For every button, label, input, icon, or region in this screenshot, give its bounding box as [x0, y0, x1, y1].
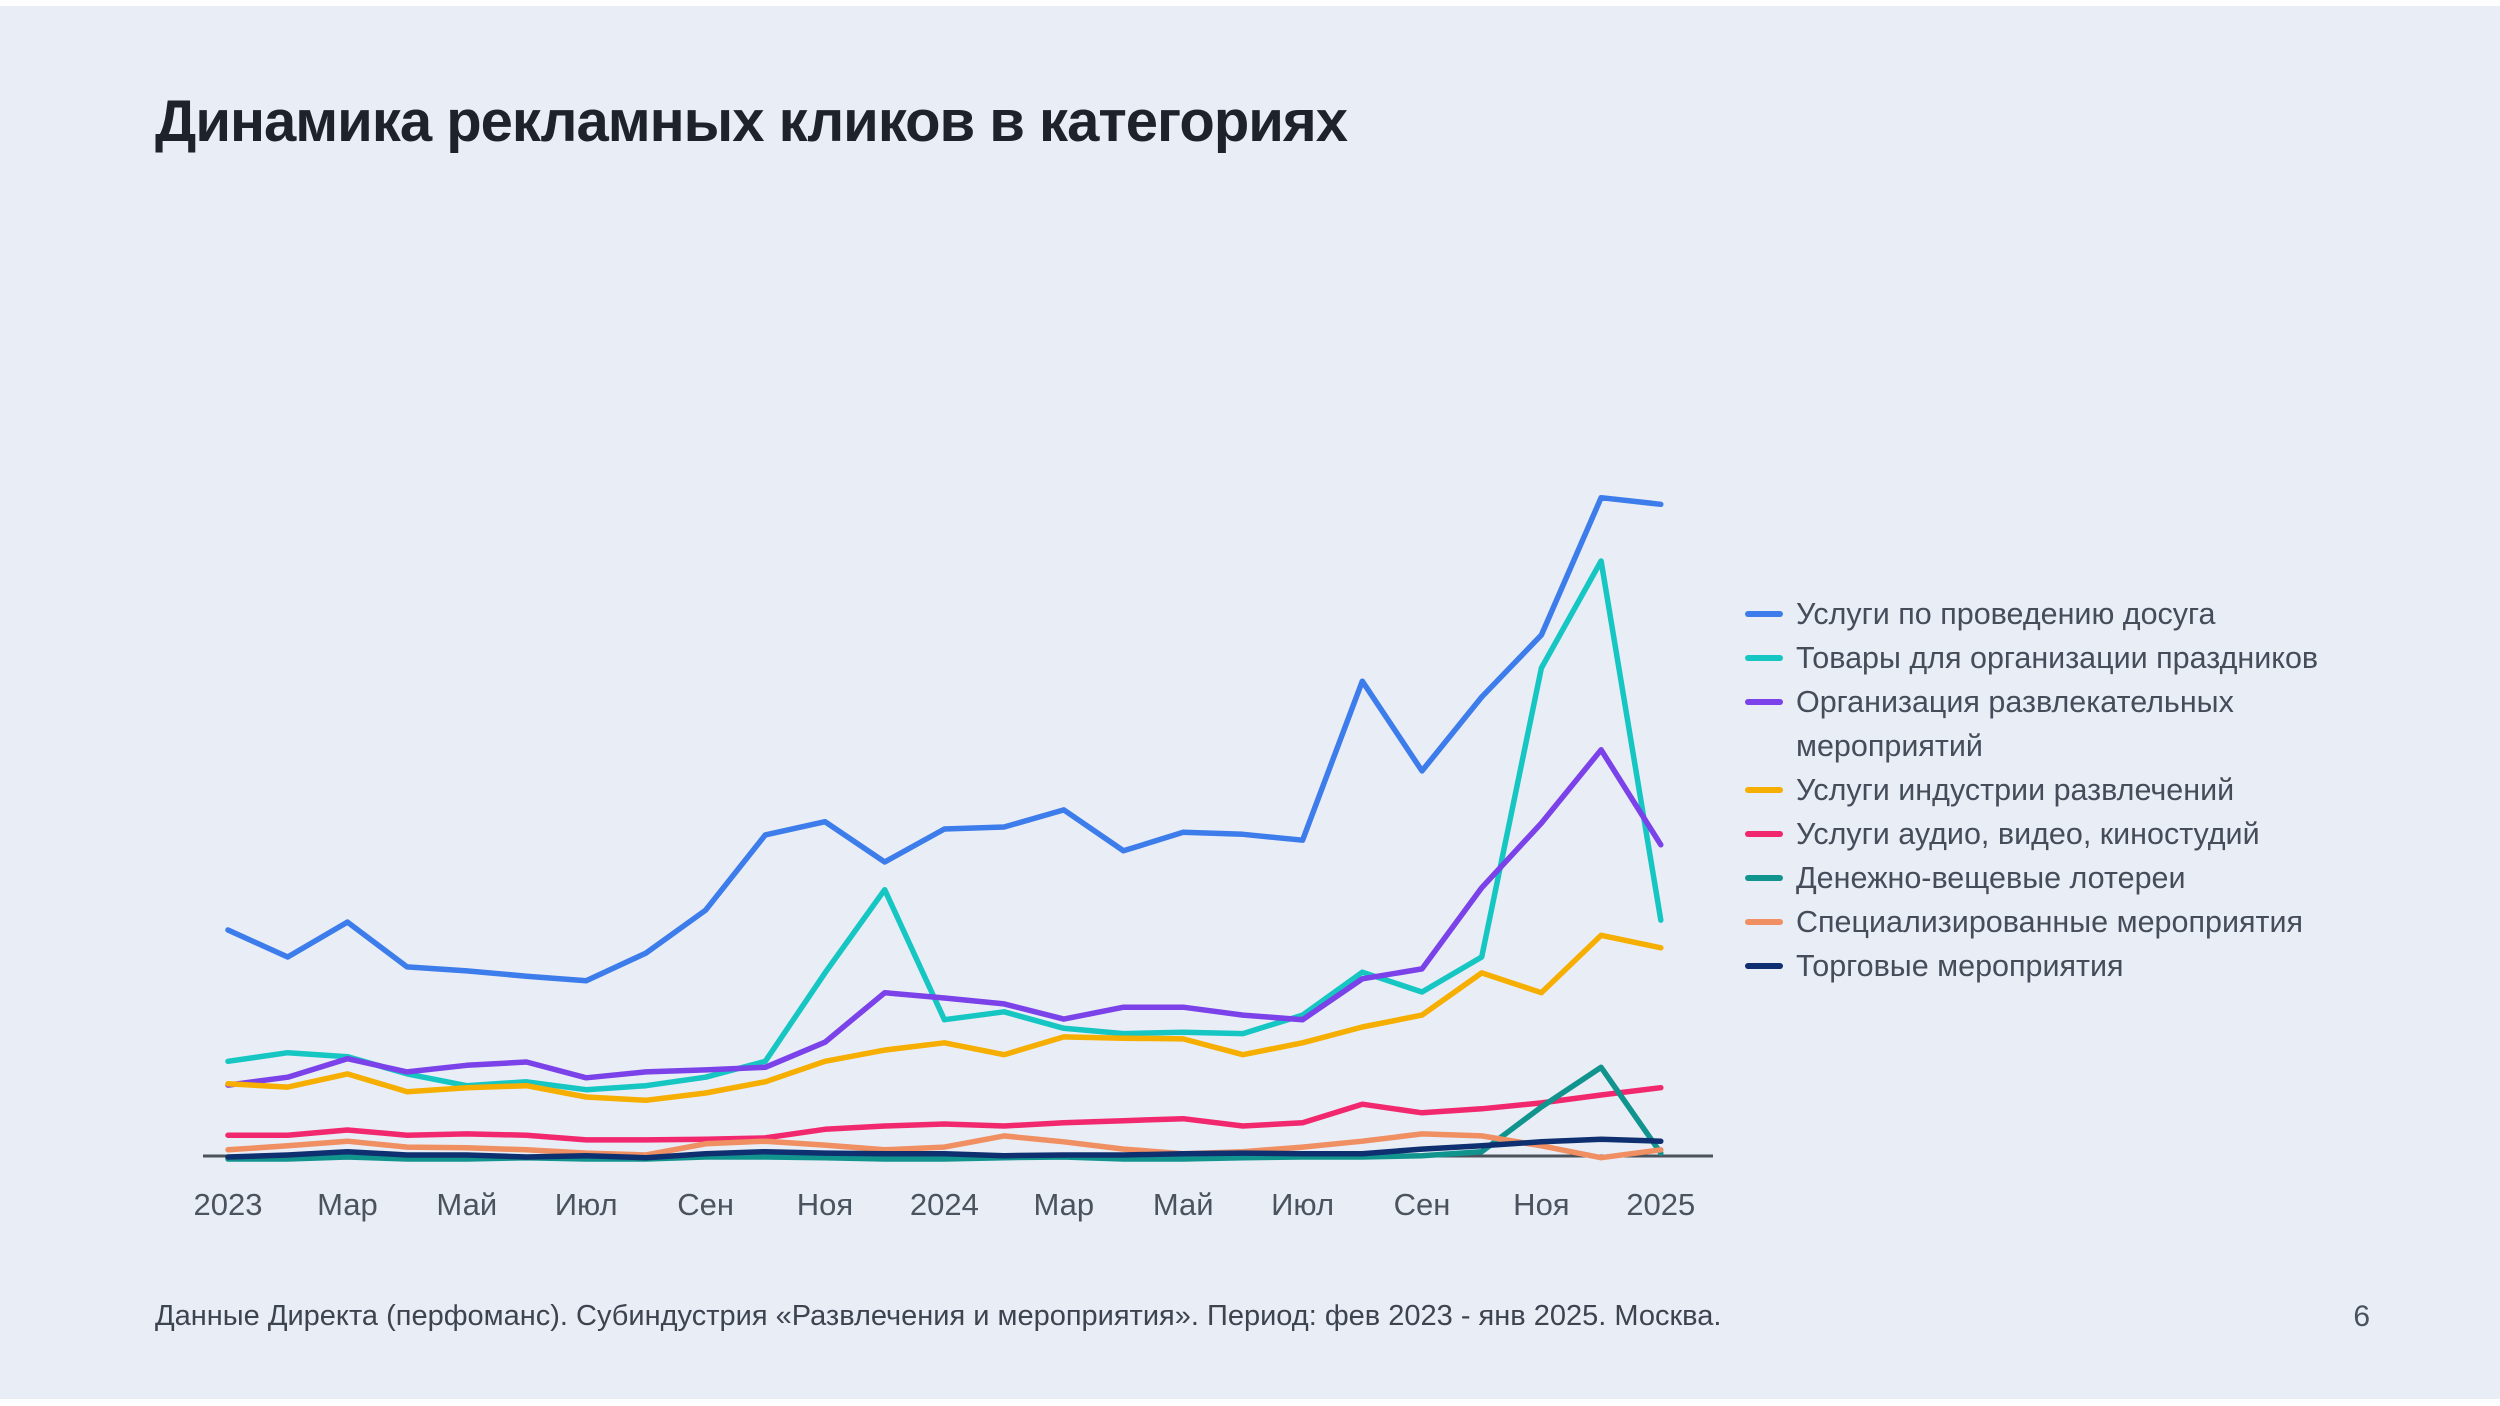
series-line	[225, 1084, 1664, 1143]
chart-canvas	[203, 494, 1713, 1162]
legend-swatch	[1745, 831, 1783, 837]
x-tick-label: Май	[1152, 1187, 1214, 1222]
x-tick-label: Ноя	[796, 1187, 854, 1222]
legend-swatch	[1745, 875, 1783, 881]
x-tick-label: Мар	[1033, 1187, 1095, 1222]
series-line	[225, 494, 1664, 984]
x-tick-label: Июл	[554, 1187, 618, 1222]
legend-item: Специализированные мероприятия	[1745, 900, 2365, 944]
x-tick-label: Сен	[1393, 1187, 1451, 1222]
top-edge-strip	[0, 0, 2500, 6]
x-tick-label: Мар	[317, 1187, 378, 1222]
x-tick-label: 2025	[1626, 1187, 1696, 1222]
x-tick-label: 2024	[909, 1187, 979, 1222]
legend-swatch	[1745, 699, 1783, 705]
page-title: Динамика рекламных кликов в категориях	[155, 89, 1348, 154]
series-line	[225, 1064, 1664, 1162]
legend-label: Услуги аудио, видео, киностудий	[1796, 817, 2260, 851]
x-tick-label: Сен	[677, 1187, 734, 1222]
legend-label: Услуги индустрии развлечений	[1796, 773, 2235, 807]
chart-legend: Услуги по проведению досуга Товары для ор…	[1745, 592, 2365, 988]
legend-item: Услуги индустрии развлечений	[1745, 768, 2365, 812]
legend-item: Услуги по проведению досуга	[1745, 592, 2365, 636]
legend-label: Организация развлекательных мероприятий	[1796, 685, 2234, 763]
x-tick-label: 2023	[193, 1187, 263, 1222]
legend-swatch	[1745, 655, 1783, 661]
legend-swatch	[1745, 611, 1783, 617]
series-line	[225, 932, 1664, 1104]
series-line	[225, 747, 1664, 1088]
series-line	[225, 1136, 1664, 1161]
legend-item: Денежно-вещевые лотереи	[1745, 856, 2365, 900]
series-line	[225, 1131, 1664, 1161]
legend-swatch	[1745, 919, 1783, 925]
x-tick-label: Ноя	[1513, 1187, 1570, 1222]
line-chart: 2023 Мар Май Июл Сен Ноя 2024 Мар Май Июл Сен Ноя 20…	[194, 436, 1713, 1226]
legend-swatch	[1745, 963, 1783, 969]
legend-swatch	[1745, 787, 1783, 793]
legend-item: Торговые мероприятия	[1745, 944, 2365, 988]
x-tick-label: Июл	[1271, 1187, 1335, 1222]
x-tick-label: Май	[436, 1187, 498, 1222]
series-line	[225, 558, 1664, 1093]
legend-label: Торговые мероприятия	[1796, 949, 2124, 983]
legend-item: Товары для организации праздников	[1745, 636, 2365, 680]
legend-label: Денежно-вещевые лотереи	[1796, 861, 2186, 895]
page-number: 6	[2353, 1300, 2370, 1333]
legend-item: Организация развлекательных мероприятий	[1745, 680, 2365, 768]
bottom-edge-strip	[0, 1399, 2500, 1406]
legend-label: Специализированные мероприятия	[1796, 905, 2304, 939]
legend-label: Товары для организации праздников	[1796, 641, 2319, 675]
legend-item: Услуги аудио, видео, киностудий	[1745, 812, 2365, 856]
footer-source-note: Данные Директа (перфоманс). Субиндустрия…	[155, 1300, 1722, 1332]
legend-label: Услуги по проведению досуга	[1796, 597, 2216, 631]
slide-background: Динамика рекламных кликов в категориях 2…	[0, 6, 2500, 1399]
